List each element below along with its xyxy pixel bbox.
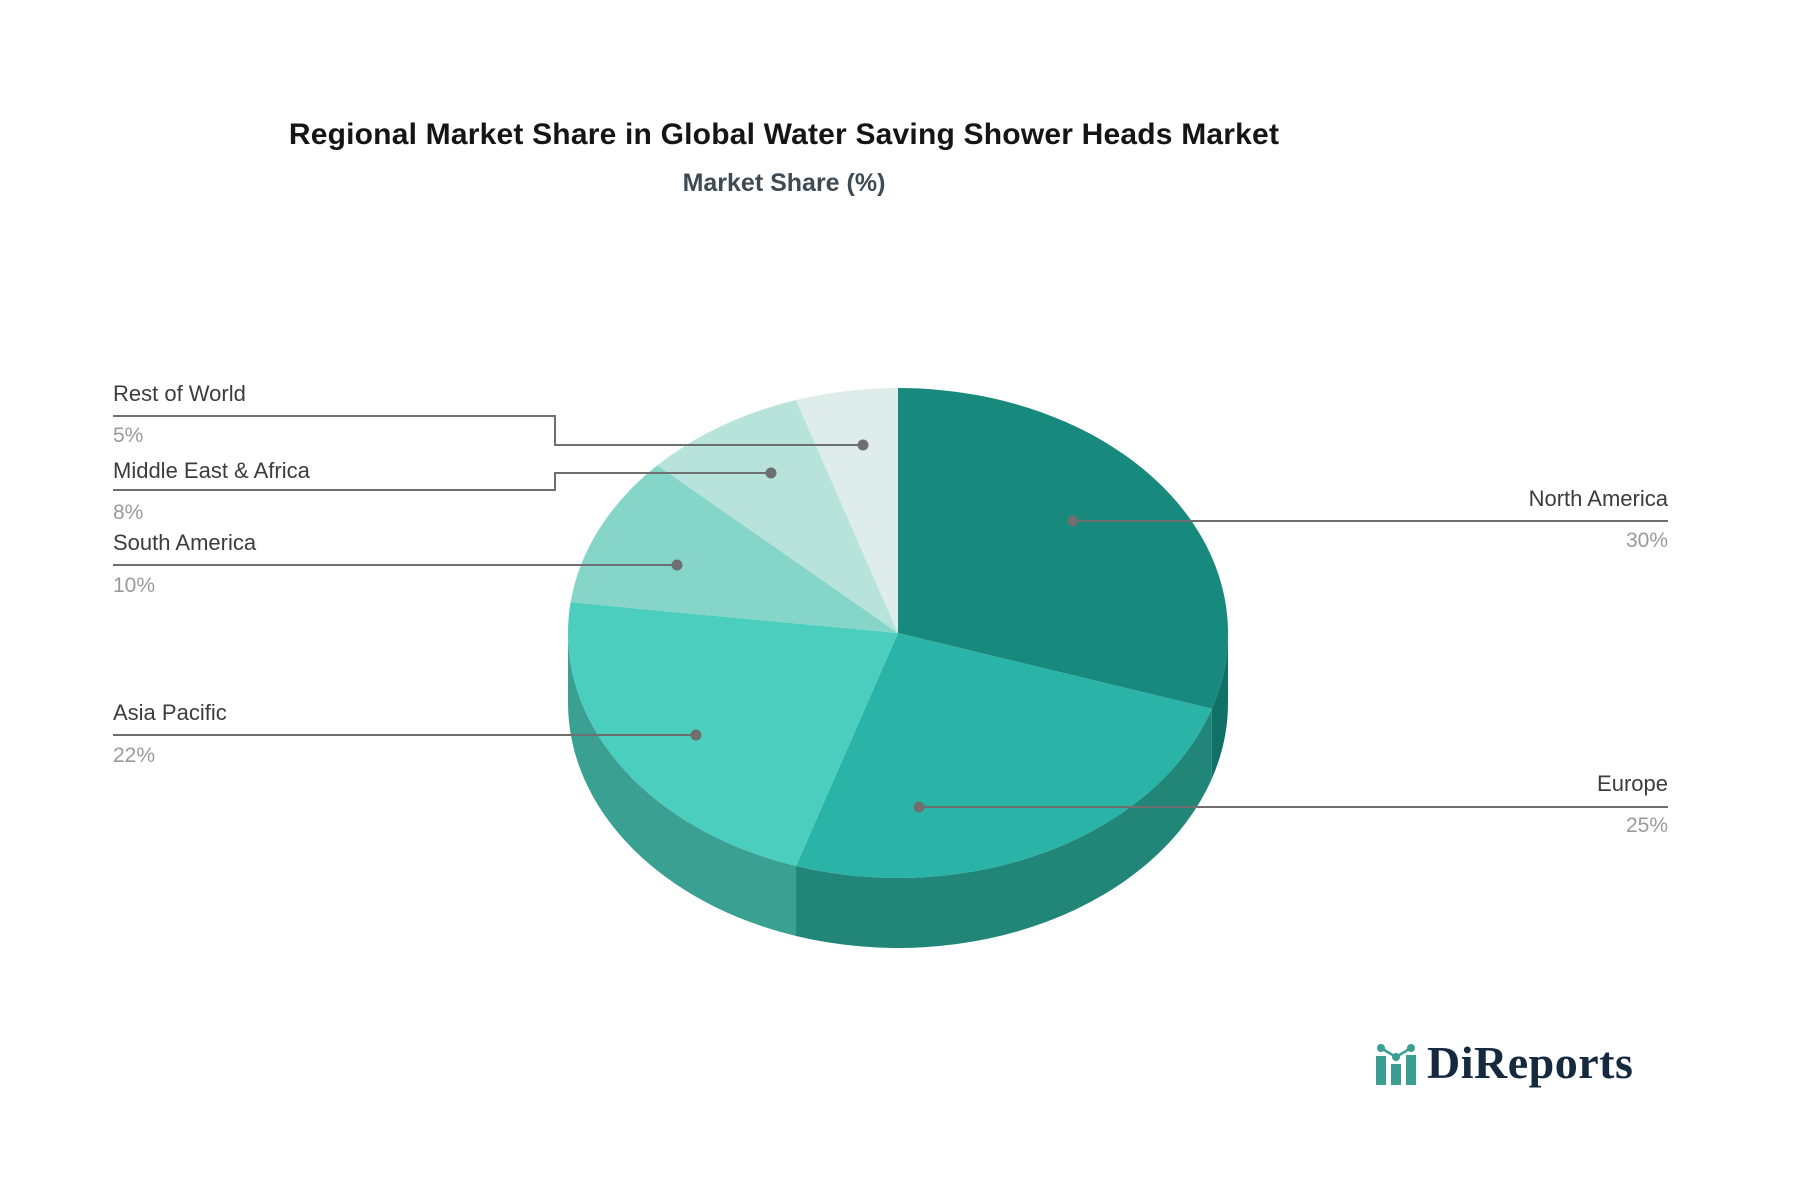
label-rest-of-world-pct: 5% <box>113 424 144 447</box>
label-asia-pacific-pct: 22% <box>113 744 156 767</box>
label-south-america-pct: 10% <box>113 574 156 597</box>
connector-dot-middle-east-africa <box>765 467 777 479</box>
label-rest-of-world: Rest of World 5% <box>113 381 246 448</box>
pie-side-asia-pacific <box>568 633 797 937</box>
label-rest-of-world-name: Rest of World <box>113 381 246 406</box>
pie-side-europe <box>796 708 1212 948</box>
connector-dot-europe <box>913 801 925 813</box>
pie-slice-middle-east-africa[interactable] <box>657 399 898 633</box>
label-europe: Europe 25% <box>1597 771 1668 838</box>
label-north-america-pct: 30% <box>1625 529 1668 552</box>
connector-dot-south-america <box>671 559 683 571</box>
label-europe-name: Europe <box>1597 771 1668 796</box>
chart-title: Regional Market Share in Global Water Sa… <box>288 118 1280 151</box>
connector-dot-north-america <box>1067 515 1079 527</box>
pie-side-north-america <box>1211 633 1228 779</box>
pie-slice-europe[interactable] <box>796 633 1212 878</box>
direports-logo: DiReports <box>1375 1036 1633 1089</box>
label-asia-pacific: Asia Pacific 22% <box>113 700 227 768</box>
connector-dot-rest-of-world <box>857 439 869 451</box>
label-middle-east-africa: Middle East & Africa 8% <box>113 458 310 525</box>
logo-text: DiReports <box>1427 1037 1634 1088</box>
label-middle-east-africa-pct: 8% <box>113 501 144 524</box>
pie-slice-north-america[interactable] <box>898 388 1228 709</box>
label-asia-pacific-name: Asia Pacific <box>113 700 227 725</box>
label-middle-east-africa-name: Middle East & Africa <box>113 458 310 483</box>
connector-rest-of-world <box>113 415 863 446</box>
connector-middle-east-africa <box>113 472 771 491</box>
bar-trend-icon <box>1376 1043 1416 1085</box>
pie-slice-south-america[interactable] <box>570 465 898 633</box>
chart-subtitle: Market Share (%) <box>682 169 886 197</box>
pie-slice-asia-pacific[interactable] <box>567 602 898 867</box>
pie-slice-rest-of-world[interactable] <box>796 388 898 633</box>
label-south-america-name: South America <box>113 530 257 555</box>
label-north-america: North America 30% <box>1529 486 1668 553</box>
label-europe-pct: 25% <box>1625 814 1668 837</box>
label-south-america: South America 10% <box>113 530 256 598</box>
connector-dot-asia-pacific <box>690 729 702 741</box>
label-north-america-name: North America <box>1528 486 1668 511</box>
